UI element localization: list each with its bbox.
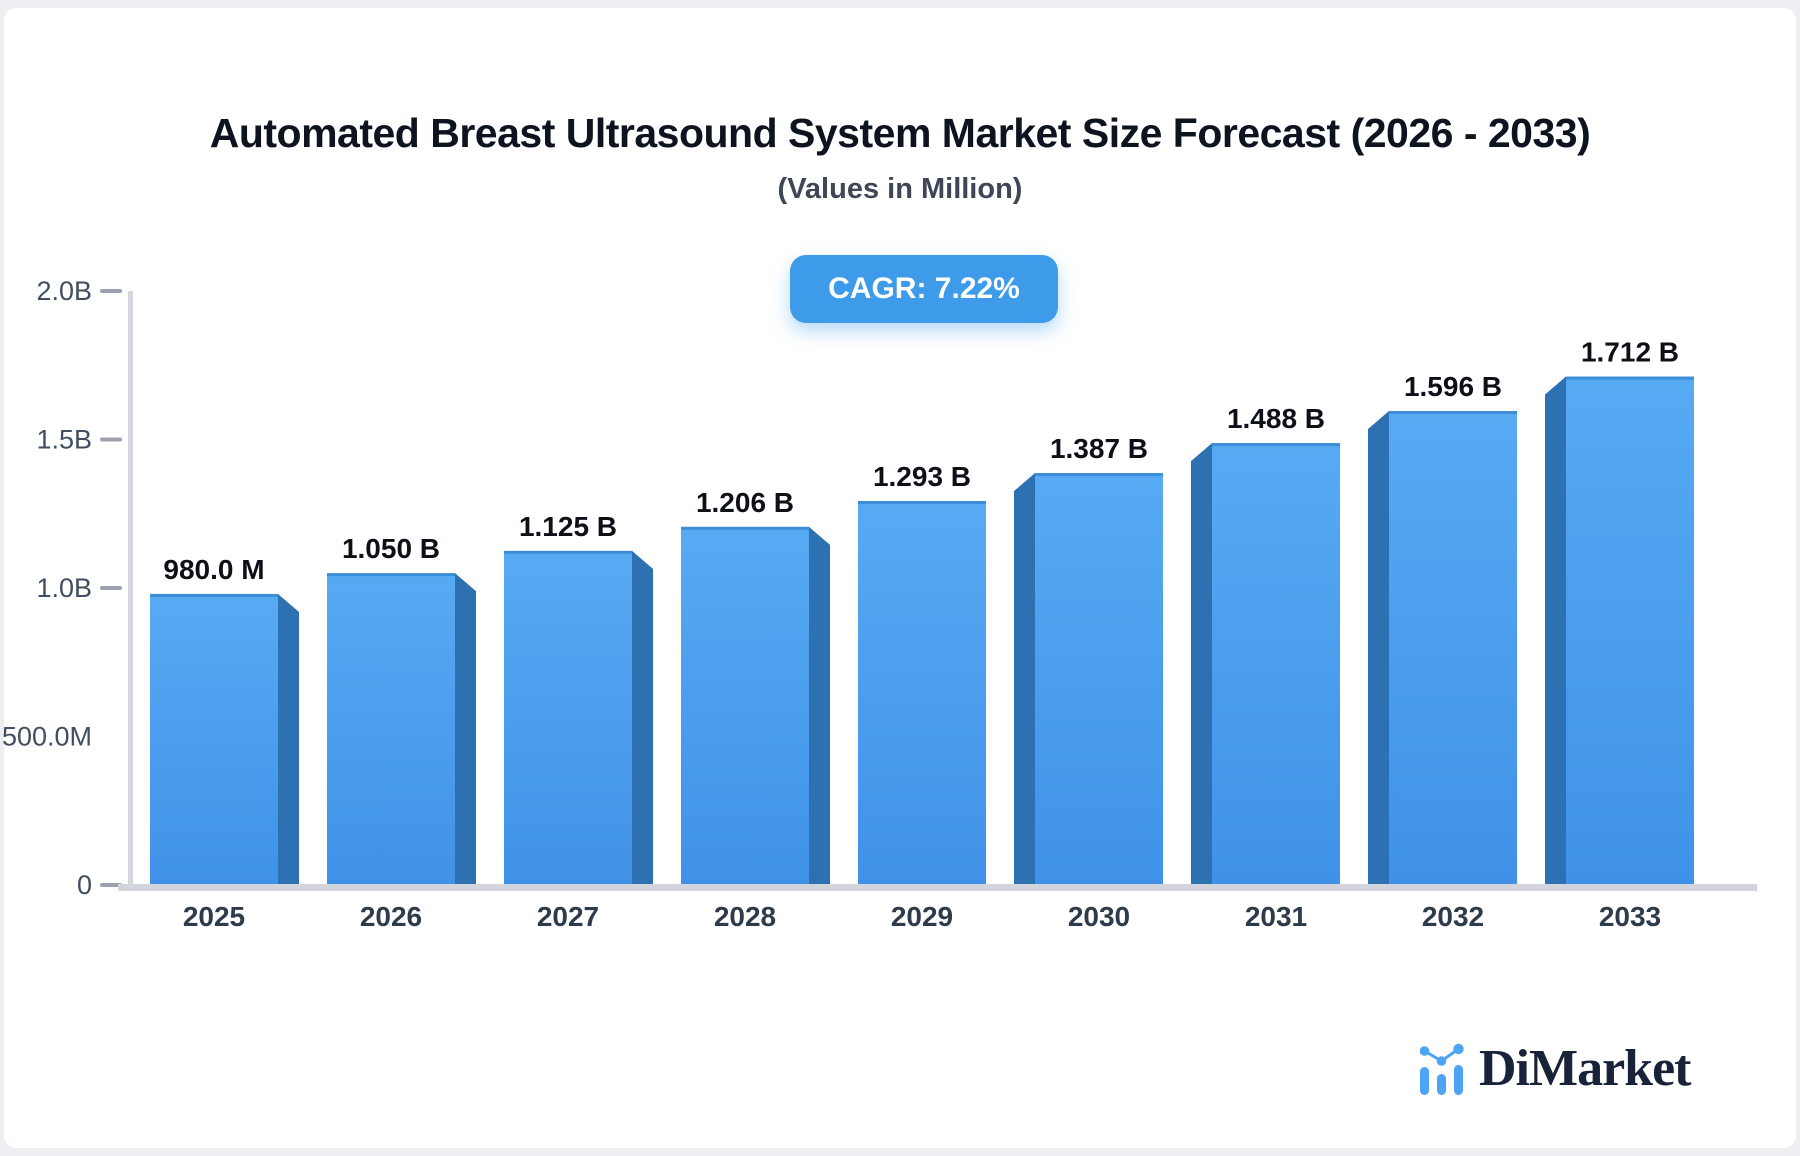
chart-subtitle: (Values in Million): [777, 173, 1023, 205]
chart-title: Automated Breast Ultrasound System Marke…: [209, 110, 1591, 156]
bar-line-chart-icon: [1420, 1043, 1464, 1095]
cagr-badge: CAGR: 7.22%: [790, 255, 1058, 323]
logo-text: DiMarket: [1479, 1040, 1691, 1097]
dimarket-logo: DiMarket: [1420, 1036, 1691, 1102]
chart-card: Automated Breast Ultrasound System Marke…: [4, 8, 1796, 1148]
cagr-badge-label: CAGR: 7.22%: [828, 272, 1020, 305]
